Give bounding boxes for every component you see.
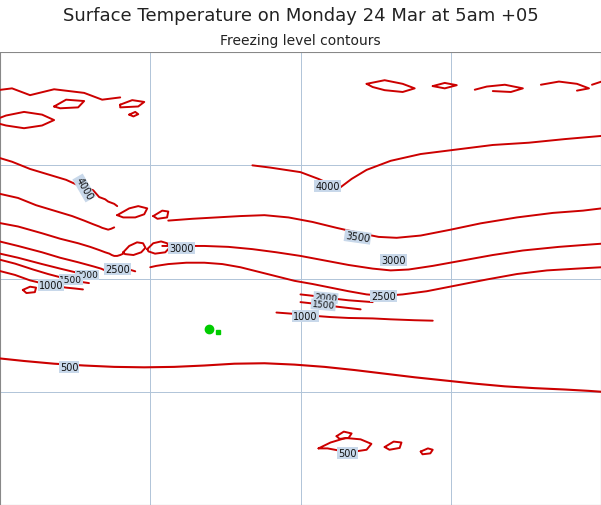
Text: 2000: 2000 bbox=[314, 292, 338, 304]
Text: 4000: 4000 bbox=[74, 176, 94, 201]
Text: 2000: 2000 bbox=[76, 271, 99, 280]
Text: 4000: 4000 bbox=[316, 181, 340, 191]
Text: 3500: 3500 bbox=[345, 231, 370, 244]
Text: Freezing level contours: Freezing level contours bbox=[220, 34, 381, 48]
Text: 3000: 3000 bbox=[169, 243, 194, 254]
Text: 1500: 1500 bbox=[59, 275, 82, 284]
Text: 500: 500 bbox=[338, 448, 356, 458]
Text: 1500: 1500 bbox=[311, 300, 335, 311]
Text: 2500: 2500 bbox=[105, 264, 130, 274]
Text: 1000: 1000 bbox=[39, 280, 63, 290]
Text: 3000: 3000 bbox=[382, 255, 406, 265]
Text: 1000: 1000 bbox=[293, 311, 317, 321]
Text: 2500: 2500 bbox=[371, 291, 396, 301]
Text: Surface Temperature on Monday 24 Mar at 5am +05: Surface Temperature on Monday 24 Mar at … bbox=[63, 7, 538, 25]
Text: 500: 500 bbox=[60, 362, 78, 372]
